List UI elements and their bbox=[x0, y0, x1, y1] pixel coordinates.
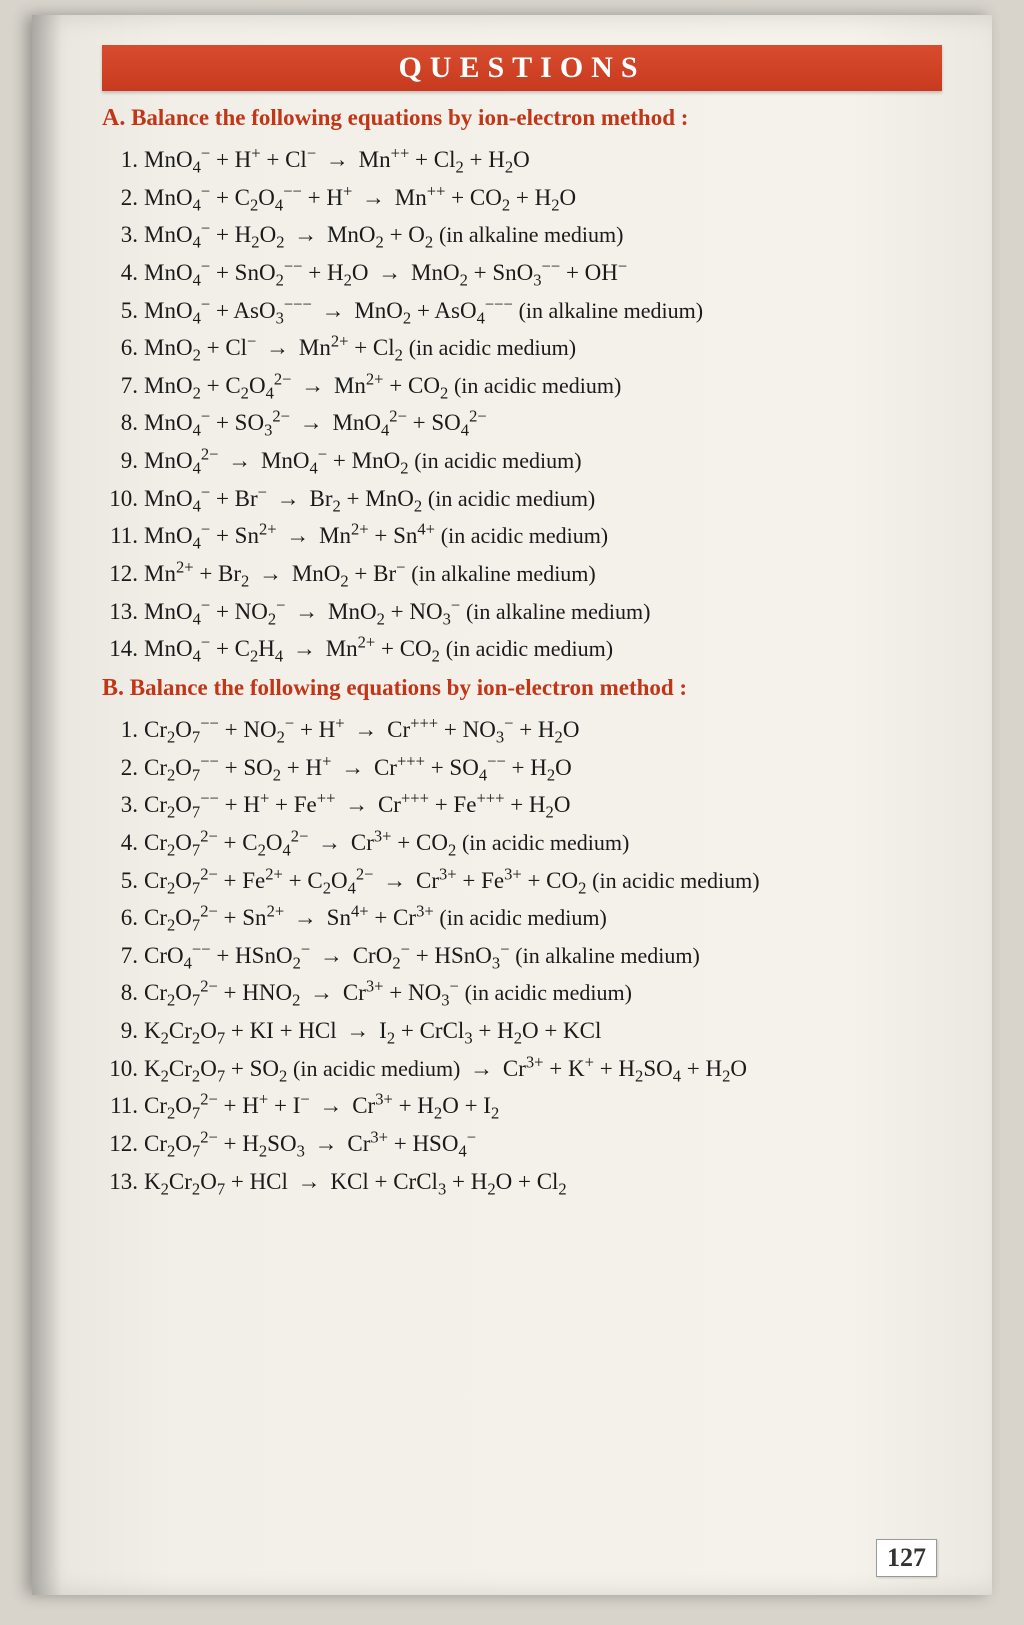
equation-item: 8.Cr2O72− + HNO2 → Cr3+ + NO3− (in acidi… bbox=[102, 975, 942, 1011]
item-number: 8. bbox=[102, 975, 138, 1011]
item-number: 7. bbox=[102, 938, 138, 974]
equation-body: MnO4− + H+ + Cl− → Mn++ + Cl2 + H2O bbox=[144, 147, 530, 172]
item-number: 7. bbox=[102, 368, 138, 404]
equation-body: Cr2O72− + H2SO3 → Cr3+ + HSO4− bbox=[144, 1131, 476, 1156]
equation-body: MnO2 + C2O42− → Mn2+ + CO2 (in acidic me… bbox=[144, 373, 621, 398]
page: QUESTIONS A. Balance the following equat… bbox=[32, 15, 992, 1595]
equation-item: 1.Cr2O7−− + NO2− + H+ → Cr+++ + NO3− + H… bbox=[102, 712, 942, 748]
equation-body: Cr2O72− + Fe2+ + C2O42− → Cr3+ + Fe3+ + … bbox=[144, 868, 760, 893]
item-number: 3. bbox=[102, 787, 138, 823]
item-number: 1. bbox=[102, 712, 138, 748]
equation-body: MnO4− + Br− → Br2 + MnO2 (in acidic medi… bbox=[144, 486, 595, 511]
section-a-text: Balance the following equations by ion-e… bbox=[131, 105, 688, 130]
section-a-list: 1.MnO4− + H+ + Cl− → Mn++ + Cl2 + H2O2.M… bbox=[102, 142, 942, 667]
section-b: B. Balance the following equations by io… bbox=[102, 675, 942, 1199]
equation-item: 7.MnO2 + C2O42− → Mn2+ + CO2 (in acidic … bbox=[102, 368, 942, 404]
item-number: 11. bbox=[102, 1088, 138, 1124]
equation-body: Cr2O7−− + NO2− + H+ → Cr+++ + NO3− + H2O bbox=[144, 717, 579, 742]
section-b-heading: B. Balance the following equations by io… bbox=[102, 675, 942, 702]
equation-body: Cr2O72− + Sn2+ → Sn4+ + Cr3+ (in acidic … bbox=[144, 905, 607, 930]
equation-item: 10.MnO4− + Br− → Br2 + MnO2 (in acidic m… bbox=[102, 481, 942, 517]
equation-item: 2.Cr2O7−− + SO2 + H+ → Cr+++ + SO4−− + H… bbox=[102, 750, 942, 786]
item-number: 4. bbox=[102, 255, 138, 291]
equation-item: 2.MnO4− + C2O4−− + H+ → Mn++ + CO2 + H2O bbox=[102, 180, 942, 216]
equation-body: Cr2O7−− + SO2 + H+ → Cr+++ + SO4−− + H2O bbox=[144, 755, 572, 780]
equation-item: 11.MnO4− + Sn2+ → Mn2+ + Sn4+ (in acidic… bbox=[102, 518, 942, 554]
equation-item: 12.Cr2O72− + H2SO3 → Cr3+ + HSO4− bbox=[102, 1126, 942, 1162]
item-number: 2. bbox=[102, 750, 138, 786]
equation-item: 5.MnO4− + AsO3−−− → MnO2 + AsO4−−− (in a… bbox=[102, 293, 942, 329]
title-bar: QUESTIONS bbox=[102, 45, 942, 91]
section-a-letter: A. bbox=[102, 105, 125, 131]
equation-item: 1.MnO4− + H+ + Cl− → Mn++ + Cl2 + H2O bbox=[102, 142, 942, 178]
equation-item: 5.Cr2O72− + Fe2+ + C2O42− → Cr3+ + Fe3+ … bbox=[102, 863, 942, 899]
item-number: 9. bbox=[102, 1013, 138, 1049]
equation-body: Cr2O7−− + H+ + Fe++ → Cr+++ + Fe+++ + H2… bbox=[144, 792, 570, 817]
item-number: 2. bbox=[102, 180, 138, 216]
item-number: 4. bbox=[102, 825, 138, 861]
item-number: 6. bbox=[102, 330, 138, 366]
equation-item: 11.Cr2O72− + H+ + I− → Cr3+ + H2O + I2 bbox=[102, 1088, 942, 1124]
equation-body: Cr2O72− + H+ + I− → Cr3+ + H2O + I2 bbox=[144, 1093, 499, 1118]
equation-item: 4.Cr2O72− + C2O42− → Cr3+ + CO2 (in acid… bbox=[102, 825, 942, 861]
equation-body: MnO4− + C2O4−− + H+ → Mn++ + CO2 + H2O bbox=[144, 185, 576, 210]
equation-item: 13.MnO4− + NO2− → MnO2 + NO3− (in alkali… bbox=[102, 594, 942, 630]
equation-item: 14.MnO4− + C2H4 → Mn2+ + CO2 (in acidic … bbox=[102, 631, 942, 667]
item-number: 14. bbox=[102, 631, 138, 667]
equation-item: 9.MnO42− → MnO4− + MnO2 (in acidic mediu… bbox=[102, 443, 942, 479]
equation-item: 6.MnO2 + Cl− → Mn2+ + Cl2 (in acidic med… bbox=[102, 330, 942, 366]
page-number: 127 bbox=[876, 1539, 937, 1577]
equation-body: MnO4− + C2H4 → Mn2+ + CO2 (in acidic med… bbox=[144, 636, 613, 661]
item-number: 10. bbox=[102, 481, 138, 517]
item-number: 11. bbox=[102, 518, 138, 554]
equation-body: K2Cr2O7 + HCl → KCl + CrCl3 + H2O + Cl2 bbox=[144, 1169, 567, 1194]
equation-body: Cr2O72− + HNO2 → Cr3+ + NO3− (in acidic … bbox=[144, 980, 632, 1005]
equation-item: 4.MnO4− + SnO2−− + H2O → MnO2 + SnO3−− +… bbox=[102, 255, 942, 291]
section-b-list: 1.Cr2O7−− + NO2− + H+ → Cr+++ + NO3− + H… bbox=[102, 712, 942, 1199]
section-b-letter: B. bbox=[102, 675, 124, 701]
equation-body: MnO42− → MnO4− + MnO2 (in acidic medium) bbox=[144, 448, 582, 473]
item-number: 3. bbox=[102, 217, 138, 253]
equation-body: CrO4−− + HSnO2− → CrO2− + HSnO3− (in alk… bbox=[144, 943, 700, 968]
equation-item: 7.CrO4−− + HSnO2− → CrO2− + HSnO3− (in a… bbox=[102, 938, 942, 974]
equation-item: 10.K2Cr2O7 + SO2 (in acidic medium) → Cr… bbox=[102, 1051, 942, 1087]
equation-item: 8.MnO4− + SO32− → MnO42− + SO42− bbox=[102, 405, 942, 441]
item-number: 13. bbox=[102, 594, 138, 630]
equation-body: MnO4− + NO2− → MnO2 + NO3− (in alkaline … bbox=[144, 599, 650, 624]
equation-body: MnO4− + AsO3−−− → MnO2 + AsO4−−− (in alk… bbox=[144, 298, 703, 323]
equation-body: MnO4− + SnO2−− + H2O → MnO2 + SnO3−− + O… bbox=[144, 260, 627, 285]
equation-item: 12.Mn2+ + Br2 → MnO2 + Br− (in alkaline … bbox=[102, 556, 942, 592]
item-number: 5. bbox=[102, 293, 138, 329]
equation-body: K2Cr2O7 + SO2 (in acidic medium) → Cr3+ … bbox=[144, 1056, 747, 1081]
equation-item: 6.Cr2O72− + Sn2+ → Sn4+ + Cr3+ (in acidi… bbox=[102, 900, 942, 936]
equation-body: Mn2+ + Br2 → MnO2 + Br− (in alkaline med… bbox=[144, 561, 596, 586]
equation-body: MnO2 + Cl− → Mn2+ + Cl2 (in acidic mediu… bbox=[144, 335, 576, 360]
item-number: 5. bbox=[102, 863, 138, 899]
item-number: 6. bbox=[102, 900, 138, 936]
section-a-heading: A. Balance the following equations by io… bbox=[102, 105, 942, 132]
item-number: 12. bbox=[102, 1126, 138, 1162]
item-number: 9. bbox=[102, 443, 138, 479]
section-a: A. Balance the following equations by io… bbox=[102, 105, 942, 667]
item-number: 1. bbox=[102, 142, 138, 178]
equation-item: 13.K2Cr2O7 + HCl → KCl + CrCl3 + H2O + C… bbox=[102, 1164, 942, 1200]
equation-body: MnO4− + SO32− → MnO42− + SO42− bbox=[144, 410, 487, 435]
equation-body: Cr2O72− + C2O42− → Cr3+ + CO2 (in acidic… bbox=[144, 830, 629, 855]
equation-item: 9.K2Cr2O7 + KI + HCl → I2 + CrCl3 + H2O … bbox=[102, 1013, 942, 1049]
equation-body: K2Cr2O7 + KI + HCl → I2 + CrCl3 + H2O + … bbox=[144, 1018, 601, 1043]
section-b-text: Balance the following equations by ion-e… bbox=[130, 675, 687, 700]
equation-item: 3.MnO4− + H2O2 → MnO2 + O2 (in alkaline … bbox=[102, 217, 942, 253]
equation-item: 3.Cr2O7−− + H+ + Fe++ → Cr+++ + Fe+++ + … bbox=[102, 787, 942, 823]
item-number: 10. bbox=[102, 1051, 138, 1087]
equation-body: MnO4− + Sn2+ → Mn2+ + Sn4+ (in acidic me… bbox=[144, 523, 608, 548]
equation-body: MnO4− + H2O2 → MnO2 + O2 (in alkaline me… bbox=[144, 222, 623, 247]
item-number: 13. bbox=[102, 1164, 138, 1200]
item-number: 12. bbox=[102, 556, 138, 592]
binding-shadow bbox=[32, 15, 62, 1595]
item-number: 8. bbox=[102, 405, 138, 441]
